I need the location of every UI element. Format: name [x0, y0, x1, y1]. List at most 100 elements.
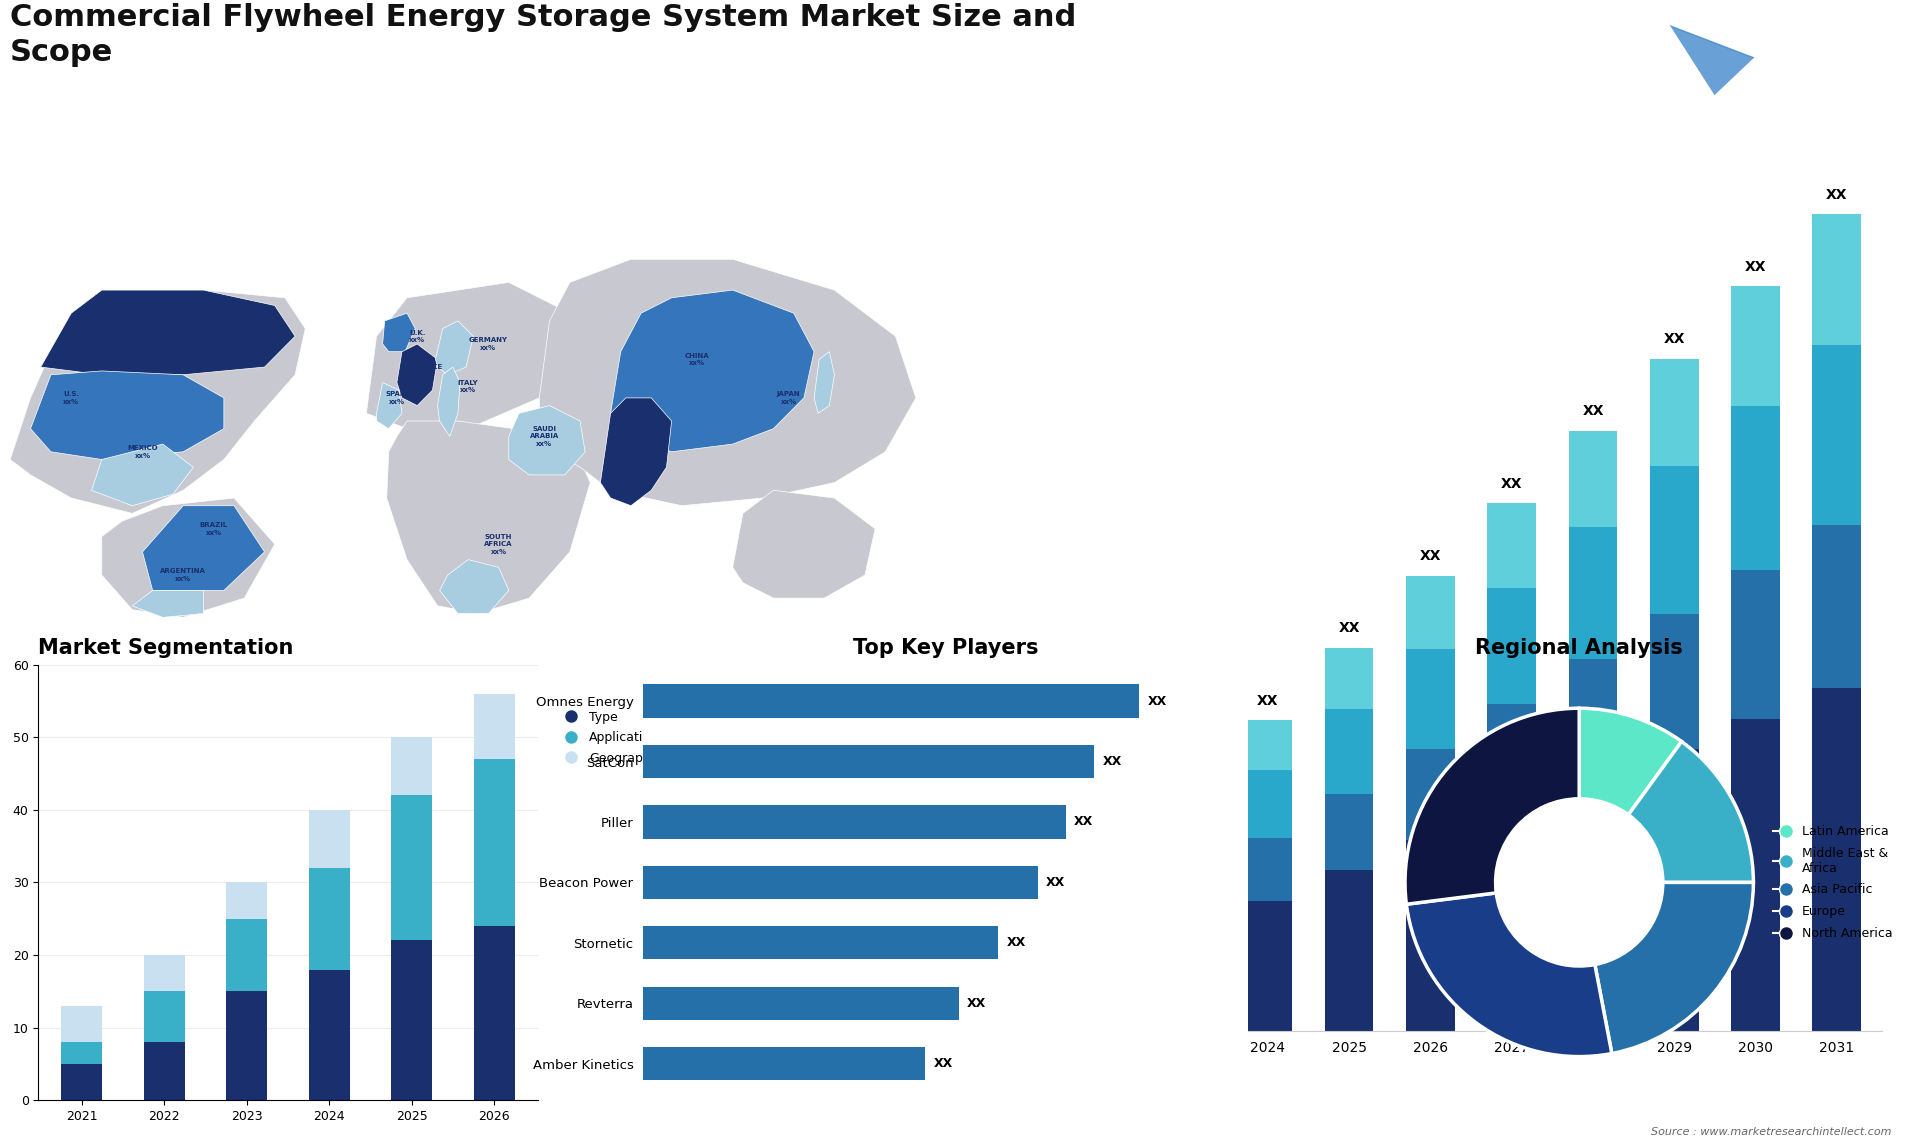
Bar	[1244, 839, 1292, 901]
Bar	[643, 684, 1139, 717]
Text: Commercial Flywheel Energy Storage System Market Size and
Scope: Commercial Flywheel Energy Storage Syste…	[10, 3, 1077, 66]
Bar	[227, 919, 267, 991]
Bar	[1649, 748, 1699, 1031]
Bar	[1244, 770, 1292, 839]
Text: XX: XX	[1582, 405, 1603, 418]
Bar	[1000, 973, 1048, 991]
Bar	[144, 991, 184, 1042]
Polygon shape	[40, 290, 296, 375]
Wedge shape	[1596, 882, 1753, 1053]
Bar	[1569, 659, 1617, 779]
Text: INDIA
xx%: INDIA xx%	[639, 433, 662, 447]
Bar	[1732, 286, 1780, 406]
Text: Market Segmentation: Market Segmentation	[38, 637, 294, 658]
Bar	[1325, 709, 1373, 794]
Text: XX: XX	[1006, 936, 1025, 949]
Bar	[392, 941, 432, 1100]
Bar	[227, 991, 267, 1100]
Bar	[1649, 359, 1699, 466]
Bar	[61, 1042, 102, 1063]
Legend: Latin America, Middle East &
Africa, Asia Pacific, Europe, North America: Latin America, Middle East & Africa, Asi…	[1768, 819, 1897, 945]
Title: Regional Analysis: Regional Analysis	[1475, 637, 1684, 658]
Polygon shape	[540, 259, 916, 505]
Bar	[1244, 901, 1292, 1031]
Text: SPAIN
xx%: SPAIN xx%	[386, 391, 409, 405]
Bar	[643, 926, 998, 959]
Polygon shape	[1667, 25, 1755, 97]
Text: XX: XX	[1014, 911, 1035, 925]
Text: RESEARCH: RESEARCH	[1832, 54, 1878, 63]
Text: JAPAN
xx%: JAPAN xx%	[778, 391, 801, 405]
Text: MARKET: MARKET	[1836, 32, 1872, 40]
Bar	[1812, 688, 1860, 1031]
Bar	[1405, 748, 1455, 840]
Bar	[1162, 884, 1212, 931]
Polygon shape	[386, 421, 589, 613]
Polygon shape	[102, 499, 275, 618]
Text: BRAZIL
xx%: BRAZIL xx%	[200, 523, 228, 535]
Legend: Type, Application, Geography: Type, Application, Geography	[553, 706, 664, 770]
Polygon shape	[92, 445, 194, 505]
Text: XX: XX	[1073, 816, 1092, 829]
Bar	[1081, 961, 1129, 1031]
Text: Source : www.marketresearchintellect.com: Source : www.marketresearchintellect.com	[1651, 1127, 1891, 1137]
Text: XX: XX	[1338, 621, 1359, 635]
Text: XX: XX	[1148, 694, 1167, 707]
Text: XX: XX	[968, 997, 987, 1010]
Bar	[309, 868, 349, 970]
Text: CANADA
xx%: CANADA xx%	[96, 330, 129, 343]
Text: XX: XX	[1175, 766, 1198, 780]
Bar	[643, 745, 1094, 778]
Text: U.S.
xx%: U.S. xx%	[63, 391, 79, 405]
Text: U.K.
xx%: U.K. xx%	[409, 330, 426, 343]
Bar	[61, 1063, 102, 1100]
Bar	[227, 882, 267, 919]
Circle shape	[1496, 799, 1663, 966]
Text: XX: XX	[1745, 260, 1766, 274]
Bar	[1812, 214, 1860, 345]
Polygon shape	[601, 398, 672, 505]
Bar	[1732, 570, 1780, 719]
Polygon shape	[10, 290, 305, 513]
Bar	[1405, 575, 1455, 649]
Bar	[1000, 937, 1048, 952]
Bar	[1649, 614, 1699, 748]
Bar	[1162, 831, 1212, 884]
Text: XX: XX	[1419, 549, 1442, 563]
Bar	[1569, 431, 1617, 527]
Bar	[1488, 503, 1536, 588]
Bar	[309, 970, 349, 1100]
Text: XX: XX	[1501, 477, 1523, 490]
Bar	[1325, 870, 1373, 1031]
Text: ITALY
xx%: ITALY xx%	[457, 379, 478, 393]
Wedge shape	[1628, 741, 1753, 882]
Text: XX: XX	[933, 1058, 952, 1070]
Bar	[1000, 991, 1048, 1031]
Text: MEXICO
xx%: MEXICO xx%	[127, 445, 157, 458]
Bar	[144, 1042, 184, 1100]
Text: CHINA
xx%: CHINA xx%	[685, 353, 708, 366]
Bar	[1732, 719, 1780, 1031]
Bar	[1732, 406, 1780, 570]
Bar	[643, 987, 958, 1020]
Polygon shape	[509, 406, 586, 474]
Bar	[1405, 649, 1455, 748]
Bar	[1569, 527, 1617, 659]
Bar	[1569, 779, 1617, 1031]
Text: XX: XX	[1826, 188, 1847, 202]
Bar	[643, 1047, 925, 1081]
Polygon shape	[382, 313, 415, 352]
Wedge shape	[1405, 708, 1580, 904]
Bar	[1081, 865, 1129, 892]
Wedge shape	[1578, 708, 1682, 815]
Title: Top Key Players: Top Key Players	[852, 637, 1039, 658]
Text: FRANCE
xx%: FRANCE xx%	[411, 364, 444, 378]
Bar	[474, 926, 515, 1100]
Text: XX: XX	[1046, 876, 1066, 889]
Bar	[643, 806, 1066, 839]
Text: INTELLECT: INTELLECT	[1832, 77, 1878, 86]
Bar	[1488, 588, 1536, 704]
Bar	[392, 737, 432, 795]
Text: SOUTH
AFRICA
xx%: SOUTH AFRICA xx%	[484, 534, 513, 555]
Wedge shape	[1405, 893, 1613, 1057]
